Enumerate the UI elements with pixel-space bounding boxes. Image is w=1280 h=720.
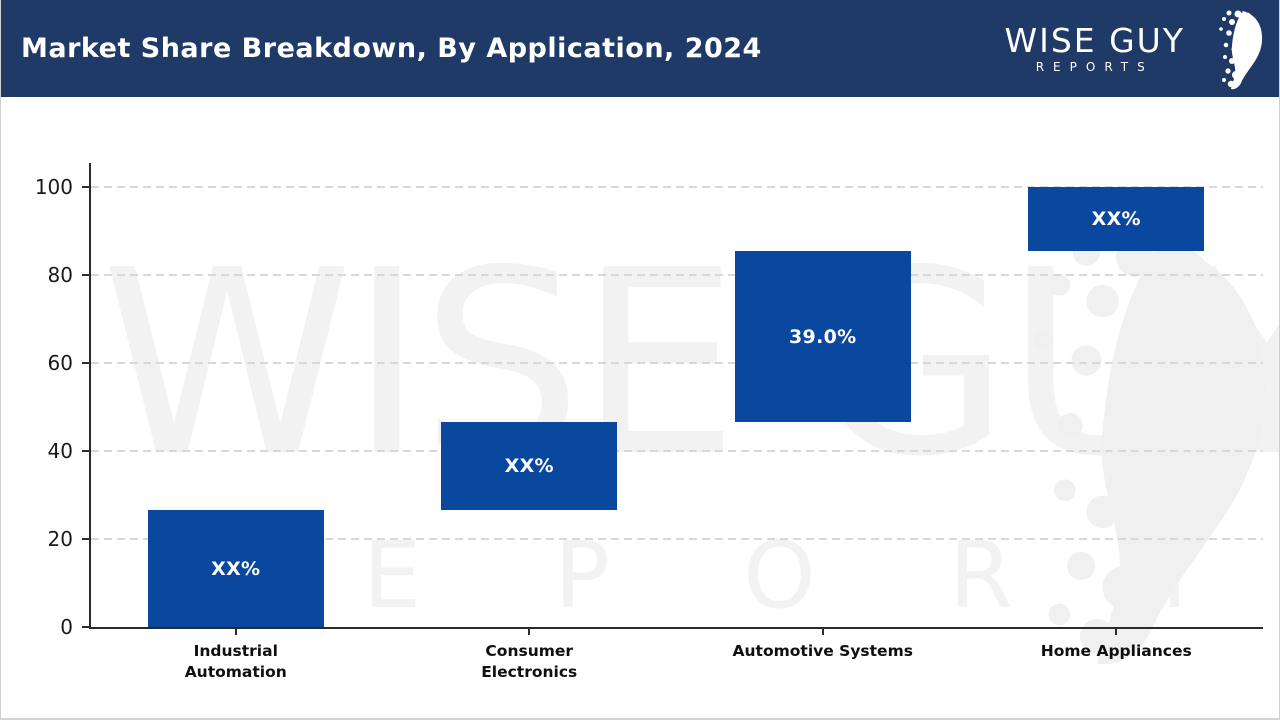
x-axis-spine [89,627,1263,629]
gridline-80 [91,274,1263,276]
x-tick-label: Consumer Electronics [399,641,659,683]
x-tick-mark [234,629,237,635]
dotted-head-icon [1219,10,1263,89]
gridline-60 [91,362,1263,364]
y-tick-mark [82,626,89,628]
watermark-dotted-head-icon [1033,238,1266,665]
x-tick-label-line: Consumer [485,642,574,660]
y-tick-label: 100 [34,175,73,199]
x-tick-label: Industrial Automation [106,641,366,683]
x-tick-label: Home Appliances [986,641,1246,662]
gridline-100 [91,186,1263,188]
bar-2: 39.0% [734,250,911,423]
y-tick-label: 20 [47,527,73,551]
bar-value-label: 39.0% [789,325,857,348]
x-tick-label-line: Automation [184,663,287,681]
x-tick-label-line: Industrial [193,642,278,660]
bar-0: XX% [147,510,324,627]
logo-text: WISE GUY REPORTS [1004,20,1185,74]
x-tick-label-line: Home Appliances [1040,642,1192,660]
y-tick-mark [82,186,89,188]
x-tick-label-line: Electronics [481,663,578,681]
logo-wordmark: WISE GUY [1004,20,1185,60]
logo-subtitle: REPORTS [1035,59,1154,74]
x-tick-mark [821,629,824,635]
y-tick-label: 60 [47,351,73,375]
x-tick-mark [1115,629,1118,635]
y-axis-spine [89,163,91,627]
gridline-40 [91,450,1263,452]
bar-value-label: XX% [1091,207,1141,230]
x-tick-mark [528,629,531,635]
x-tick-label: Automotive Systems [693,641,953,662]
y-tick-mark [82,274,89,276]
bar-1: XX% [441,422,618,511]
y-tick-mark [82,538,89,540]
gridline-20 [91,538,1263,540]
y-tick-label: 40 [47,439,73,463]
chart-title: Market Share Breakdown, By Application, … [21,33,762,64]
wise-guy-reports-logo: WISE GUY REPORTS [1004,7,1265,91]
bar-value-label: XX% [504,455,554,478]
y-tick-mark [82,362,89,364]
bar-value-label: XX% [211,557,261,580]
y-tick-mark [82,450,89,452]
bar-3: XX% [1028,187,1205,251]
header-bar: Market Share Breakdown, By Application, … [1,0,1279,97]
y-tick-label: 80 [47,263,73,287]
y-tick-label: 0 [60,615,73,639]
chart-canvas: WISE GUY R E P O R T S 020406080100XX%XX… [1,97,1279,718]
x-tick-label-line: Automotive Systems [732,642,913,660]
